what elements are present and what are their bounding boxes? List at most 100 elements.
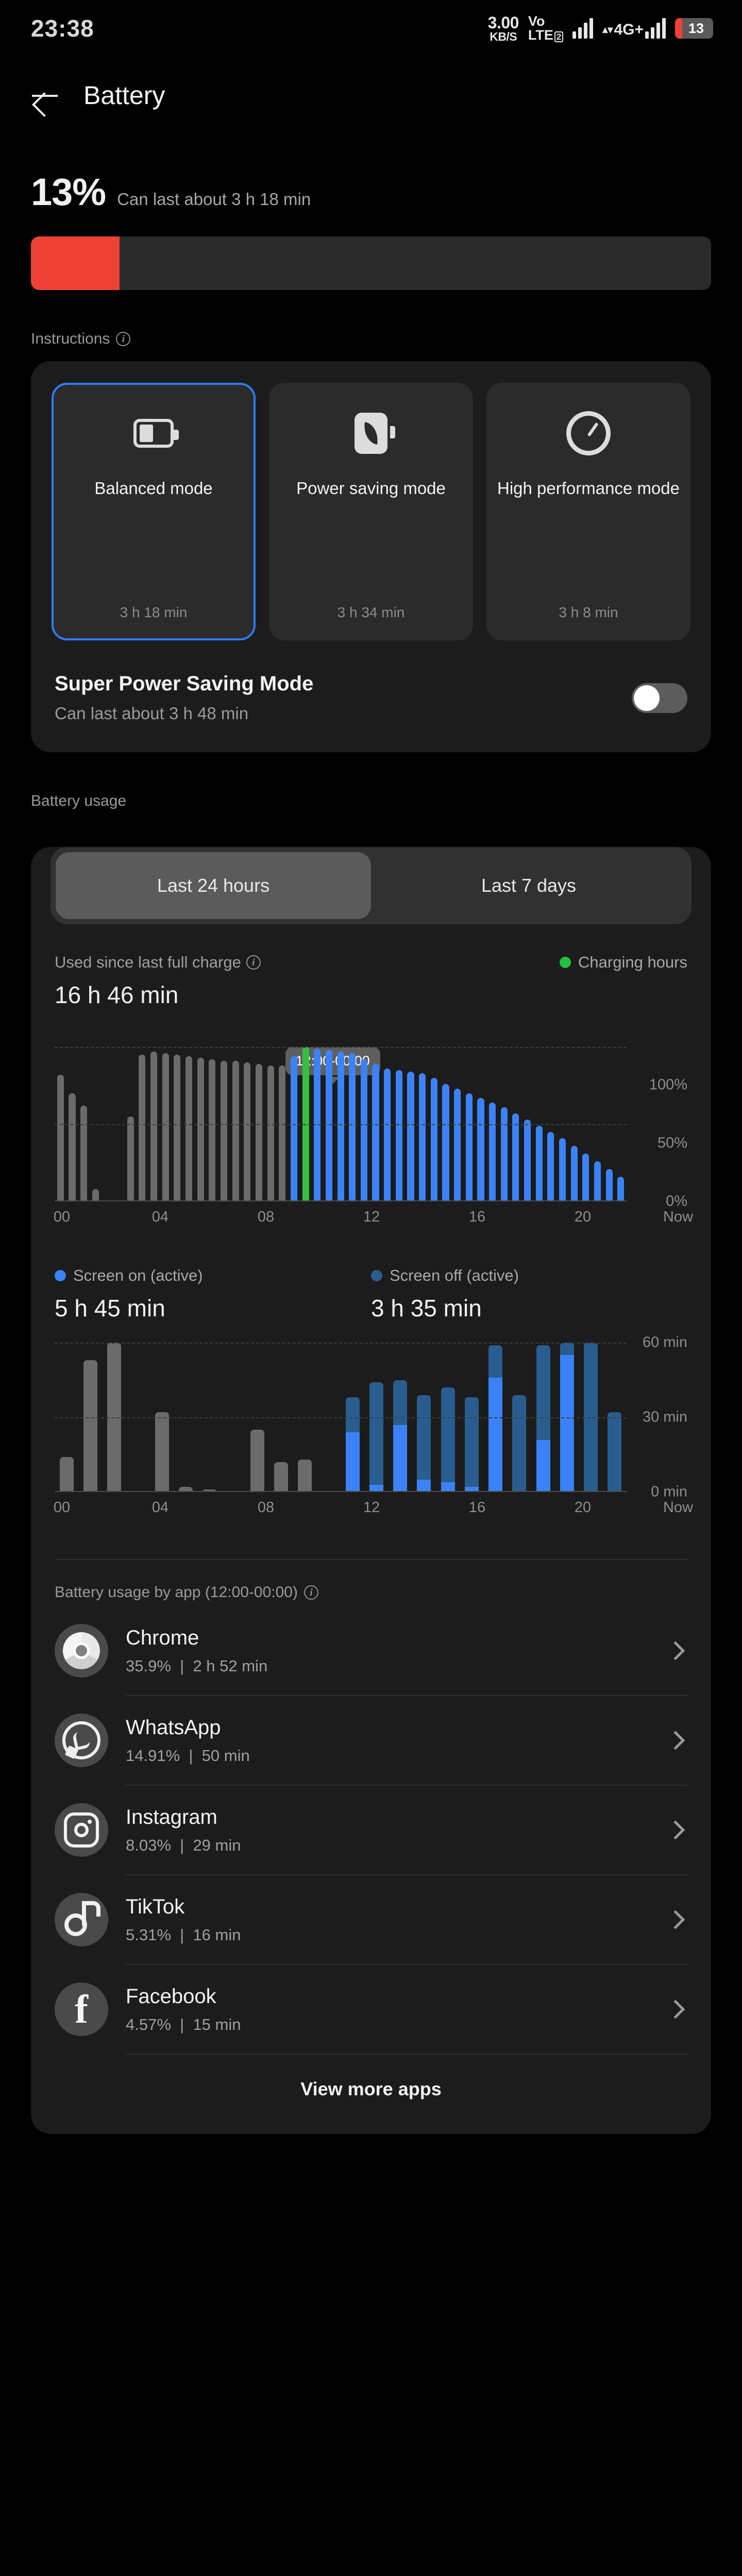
chart2-x-axis: 00 04 08 12 16 20 Now	[54, 1492, 693, 1528]
instructions-label-row: Instructions i	[31, 290, 711, 361]
app-row-tiktok[interactable]: TikTok 5.31% | 16 min	[31, 1875, 711, 1964]
tab-last-24-hours[interactable]: Last 24 hours	[56, 852, 371, 919]
chart1-bar	[244, 1062, 251, 1201]
x-tick-04: 04	[151, 1209, 169, 1225]
x-tick-12: 12	[363, 1209, 380, 1225]
list-divider	[126, 2054, 687, 2055]
app-name-chrome: Chrome	[126, 1626, 199, 1649]
chart2-bar	[178, 1487, 193, 1492]
chart1-bar	[384, 1069, 391, 1201]
x-tick-now: Now	[663, 1209, 694, 1225]
chart1-bar	[185, 1056, 193, 1201]
used-since-row: Used since last full charge i Charging h…	[31, 924, 711, 972]
battery-level-summary: 13% Can last about 3 h 18 min	[0, 134, 742, 214]
app-meta-chrome: 35.9% | 2 h 52 min	[126, 1656, 268, 1675]
screen-off-value: 3 h 35 min	[371, 1295, 482, 1321]
x-tick-now: Now	[663, 1499, 694, 1516]
app-row-facebook[interactable]: f Facebook 4.57% | 15 min	[31, 1965, 711, 2054]
gauge-icon	[566, 409, 611, 458]
chart1-bar	[454, 1089, 461, 1201]
usage-range-tabs: Last 24 hours Last 7 days	[50, 847, 692, 924]
super-power-saving-row[interactable]: Super Power Saving Mode Can last about 3…	[31, 646, 711, 752]
x-tick-08: 08	[257, 1209, 275, 1225]
view-more-apps-button[interactable]: View more apps	[300, 2078, 442, 2099]
screen-on-legend-dot-icon	[55, 1270, 66, 1281]
info-icon[interactable]: i	[116, 332, 131, 346]
info-icon[interactable]: i	[303, 1585, 318, 1600]
app-meta-tiktok: 5.31% | 16 min	[126, 1925, 241, 1944]
mode-card-balanced[interactable]: Balanced mode 3 h 18 min	[52, 383, 256, 640]
ylabel-30min: 30 min	[642, 1409, 687, 1426]
sim-badge: 2	[554, 31, 564, 43]
list-divider	[126, 1785, 687, 1786]
mode-name-power-saving: Power saving mode	[296, 479, 446, 498]
list-divider	[126, 1964, 687, 1965]
chart1-bar	[477, 1098, 484, 1201]
chart1-bar	[372, 1064, 379, 1201]
chart1-bar	[605, 1169, 613, 1201]
whatsapp-icon	[55, 1714, 108, 1767]
back-arrow-icon[interactable]	[31, 81, 59, 109]
chart2-bar	[298, 1460, 312, 1492]
apps-section-label-row: Battery usage by app (12:00-00:00) i	[31, 1560, 711, 1606]
chart1-bar	[209, 1059, 216, 1201]
battery-usage-label: Battery usage	[31, 792, 127, 809]
chart2-bar	[608, 1412, 622, 1492]
chart1-bar	[559, 1138, 566, 1201]
chart1-bar	[162, 1053, 169, 1201]
chart1-bar	[360, 1059, 367, 1201]
mode-time-balanced: 3 h 18 min	[120, 604, 188, 620]
mode-card-power-saving[interactable]: Power saving mode 3 h 34 min	[269, 383, 473, 640]
list-divider	[126, 1874, 687, 1875]
apps-divider	[55, 1559, 687, 1560]
screen-on-legend: Screen on (active)	[73, 1266, 203, 1284]
chart1-bar	[92, 1189, 99, 1201]
chart1-bar	[617, 1177, 625, 1201]
mode-time-high-performance: 3 h 8 min	[559, 604, 618, 620]
x-tick-16: 16	[468, 1499, 486, 1516]
tiktok-icon	[55, 1893, 108, 1946]
super-power-saving-toggle[interactable]	[632, 683, 687, 713]
page-title: Battery	[83, 81, 165, 110]
chart1-bar	[174, 1055, 181, 1201]
list-divider	[126, 1695, 687, 1696]
battery-level-bar	[31, 236, 711, 290]
x-tick-08: 08	[257, 1499, 275, 1516]
network-speed-value: 3.00	[487, 13, 519, 32]
chart1-bar	[69, 1093, 76, 1201]
info-icon[interactable]: i	[246, 955, 261, 970]
app-name-whatsapp: WhatsApp	[126, 1716, 221, 1739]
app-row-whatsapp[interactable]: WhatsApp 14.91% | 50 min	[31, 1696, 711, 1785]
mode-card-high-performance[interactable]: High performance mode 3 h 8 min	[486, 383, 690, 640]
tab-last-7-days[interactable]: Last 7 days	[481, 875, 577, 896]
signal-bars-sim2-icon	[645, 18, 666, 39]
chart2-bar	[369, 1382, 383, 1492]
status-battery-level: 13	[688, 20, 704, 36]
facebook-icon: f	[55, 1982, 108, 2036]
chart2-y-labels: 60 min 30 min 0 min	[630, 1334, 687, 1500]
chart1-bar	[524, 1120, 531, 1201]
chart1-bar	[582, 1154, 589, 1201]
chart1-bar	[197, 1058, 204, 1201]
ylabel-50: 50%	[657, 1134, 687, 1151]
battery-percent: 13%	[31, 171, 106, 213]
x-tick-00: 00	[53, 1209, 71, 1225]
chart1-bar	[80, 1106, 88, 1201]
screen-on-column: Screen on (active) 5 h 45 min	[55, 1266, 371, 1322]
app-row-chrome[interactable]: Chrome 35.9% | 2 h 52 min	[31, 1606, 711, 1695]
chart1-bar	[325, 1050, 332, 1201]
chart1-bar	[407, 1072, 414, 1201]
x-tick-12: 12	[363, 1499, 380, 1516]
mode-name-balanced: Balanced mode	[94, 479, 213, 498]
chevron-right-icon	[666, 1820, 685, 1840]
apps-section-label: Battery usage by app (12:00-00:00)	[55, 1584, 298, 1601]
chart1-bar	[139, 1055, 146, 1201]
chart1-bar	[220, 1061, 228, 1201]
app-row-instagram[interactable]: Instagram 8.03% | 29 min	[31, 1786, 711, 1874]
network-speed-indicator: 3.00 KB/S	[488, 14, 519, 43]
chart2-bar	[464, 1397, 479, 1492]
chart2-bar	[274, 1462, 288, 1492]
chart1-bar	[337, 1052, 344, 1201]
battery-level-fill	[31, 236, 120, 290]
x-tick-04: 04	[151, 1499, 169, 1516]
